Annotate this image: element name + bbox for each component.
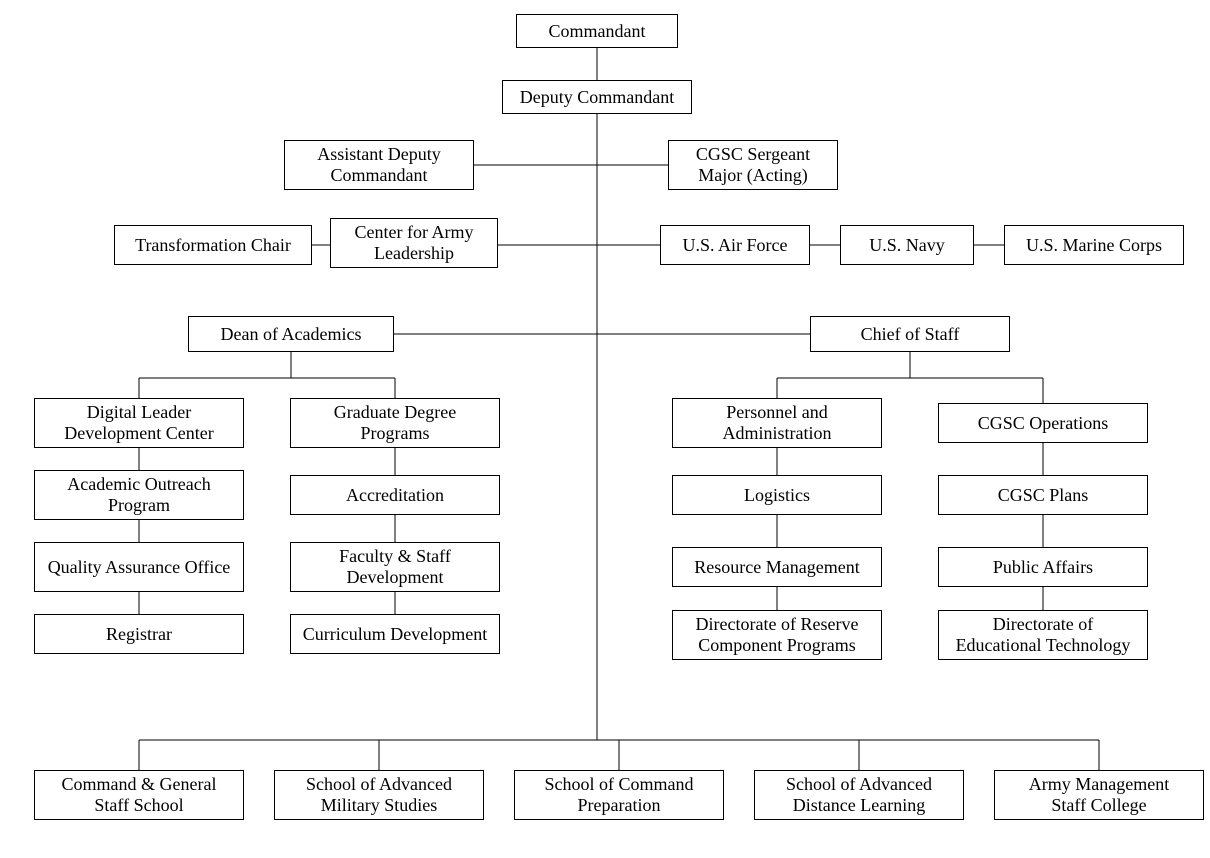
node-deputy: Deputy Commandant (502, 80, 692, 114)
node-curriculum: Curriculum Development (290, 614, 500, 654)
node-sgt_major: CGSC SergeantMajor (Acting) (668, 140, 838, 190)
node-faculty_dev: Faculty & StaffDevelopment (290, 542, 500, 592)
node-registrar: Registrar (34, 614, 244, 654)
node-sams: School of AdvancedMilitary Studies (274, 770, 484, 820)
node-scp: School of CommandPreparation (514, 770, 724, 820)
node-dldc: Digital LeaderDevelopment Center (34, 398, 244, 448)
node-cgsc_plans: CGSC Plans (938, 475, 1148, 515)
node-public_affairs: Public Affairs (938, 547, 1148, 587)
node-accreditation: Accreditation (290, 475, 500, 515)
node-personnel: Personnel andAdministration (672, 398, 882, 448)
node-air_force: U.S. Air Force (660, 225, 810, 265)
node-resource_mgmt: Resource Management (672, 547, 882, 587)
node-cgsc_ops: CGSC Operations (938, 403, 1148, 443)
node-amsc: Army ManagementStaff College (994, 770, 1204, 820)
node-chief_staff: Chief of Staff (810, 316, 1010, 352)
node-navy: U.S. Navy (840, 225, 974, 265)
node-center_leadership: Center for ArmyLeadership (330, 218, 498, 268)
node-commandant: Commandant (516, 14, 678, 48)
node-asst_deputy: Assistant DeputyCommandant (284, 140, 474, 190)
node-sadl: School of AdvancedDistance Learning (754, 770, 964, 820)
node-grad_degree: Graduate DegreePrograms (290, 398, 500, 448)
node-reserve: Directorate of ReserveComponent Programs (672, 610, 882, 660)
node-marines: U.S. Marine Corps (1004, 225, 1184, 265)
node-logistics: Logistics (672, 475, 882, 515)
node-edu_tech: Directorate ofEducational Technology (938, 610, 1148, 660)
node-qao: Quality Assurance Office (34, 542, 244, 592)
node-cgss: Command & GeneralStaff School (34, 770, 244, 820)
node-dean: Dean of Academics (188, 316, 394, 352)
node-academic_outreach: Academic OutreachProgram (34, 470, 244, 520)
node-transformation: Transformation Chair (114, 225, 312, 265)
